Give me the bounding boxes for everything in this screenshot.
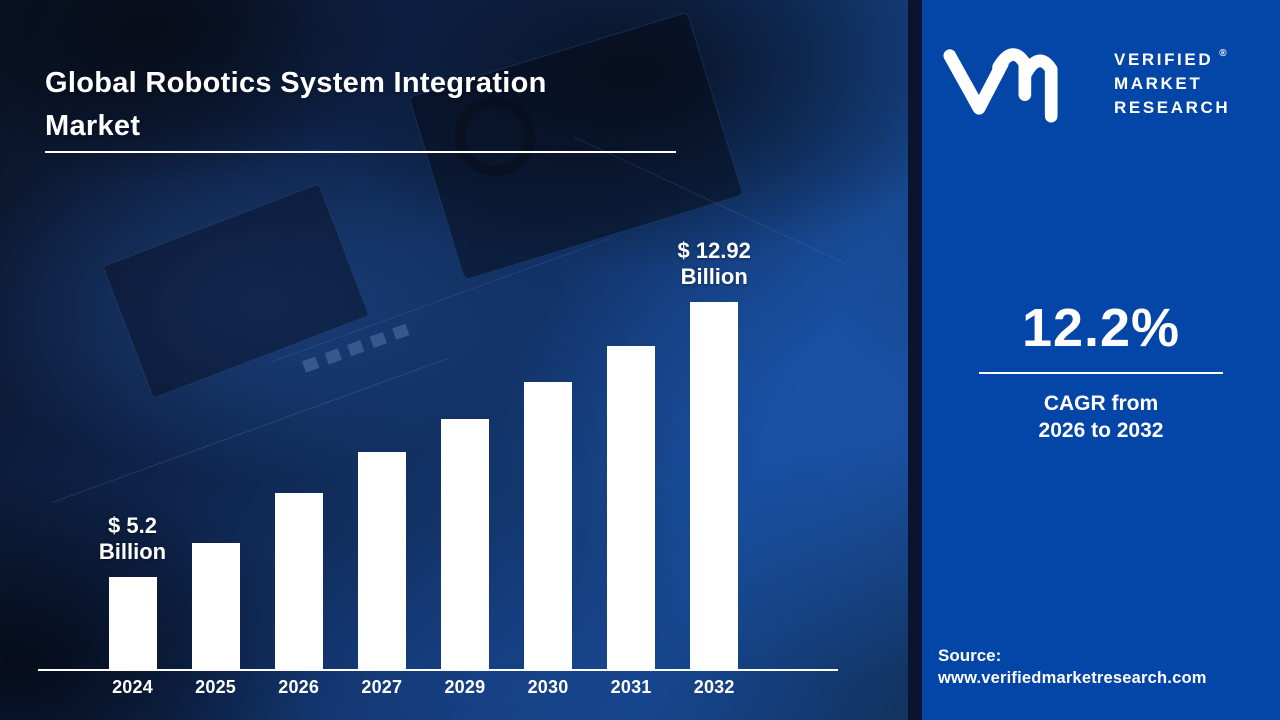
- brand-panel: VERIFIED ® MARKET RESEARCH 12.2% CAGR fro…: [922, 0, 1280, 720]
- value-label-2032: $ 12.92 Billion: [677, 238, 751, 289]
- bar-2029: [440, 419, 489, 669]
- cagr-rule: [979, 372, 1223, 374]
- background-photo: Global Robotics System Integration Marke…: [0, 0, 912, 720]
- x-tick-2030: 2030: [527, 677, 569, 697]
- source-block: Source: www.verifiedmarketresearch.com: [938, 644, 1207, 690]
- cagr-caption-line-2: 2026 to 2032: [1038, 419, 1164, 442]
- bar-2031: [607, 346, 656, 669]
- brand-wordmark-line-2: MARKET: [1114, 74, 1203, 93]
- brand-wordmark: VERIFIED ® MARKET RESEARCH: [1114, 42, 1230, 120]
- source-url: www.verifiedmarketresearch.com: [938, 669, 1207, 687]
- x-tick-2024: 2024: [112, 677, 153, 697]
- x-tick-2025: 2025: [195, 677, 237, 697]
- x-tick-2031: 2031: [610, 677, 652, 697]
- title-underline: [45, 151, 676, 153]
- x-tick-2032: 2032: [693, 677, 735, 697]
- brand-wordmark-line-1: VERIFIED ®: [1114, 48, 1227, 69]
- bar-2024: [108, 577, 157, 669]
- bar-2032: [690, 302, 739, 669]
- bar-chart-plot: 2024 2025 2026 2027 2029 2030 2031 2032 $ 5.2 Bil…: [38, 229, 838, 697]
- x-tick-2027: 2027: [361, 677, 403, 697]
- brand-wordmark-line-3: RESEARCH: [1114, 98, 1231, 117]
- brand-logo-block: VERIFIED ® MARKET RESEARCH: [922, 30, 1280, 130]
- panel-divider: [908, 0, 922, 720]
- page-title: Global Robotics System Integration Marke…: [45, 62, 745, 148]
- page-title-line-2: Market: [45, 110, 141, 142]
- cagr-block: 12.2% CAGR from 2026 to 2032: [922, 300, 1280, 444]
- x-tick-2029: 2029: [444, 677, 486, 697]
- bar-2030: [524, 382, 572, 669]
- bar-2025: [191, 543, 240, 669]
- x-tick-2026: 2026: [278, 677, 320, 697]
- cagr-caption: CAGR from 2026 to 2032: [922, 390, 1280, 444]
- bar-2027: [357, 452, 406, 669]
- cagr-value: 12.2%: [1021, 298, 1181, 358]
- bar-2026: [274, 493, 323, 669]
- vmr-logo-icon: [943, 48, 1058, 123]
- value-label-2024: $ 5.2 Billion: [98, 513, 167, 564]
- registered-trademark-symbol: ®: [1219, 48, 1227, 59]
- cagr-caption-line-1: CAGR from: [1043, 392, 1159, 415]
- source-label: Source:: [938, 646, 1002, 665]
- page-title-line-1: Global Robotics System Integration: [45, 67, 547, 99]
